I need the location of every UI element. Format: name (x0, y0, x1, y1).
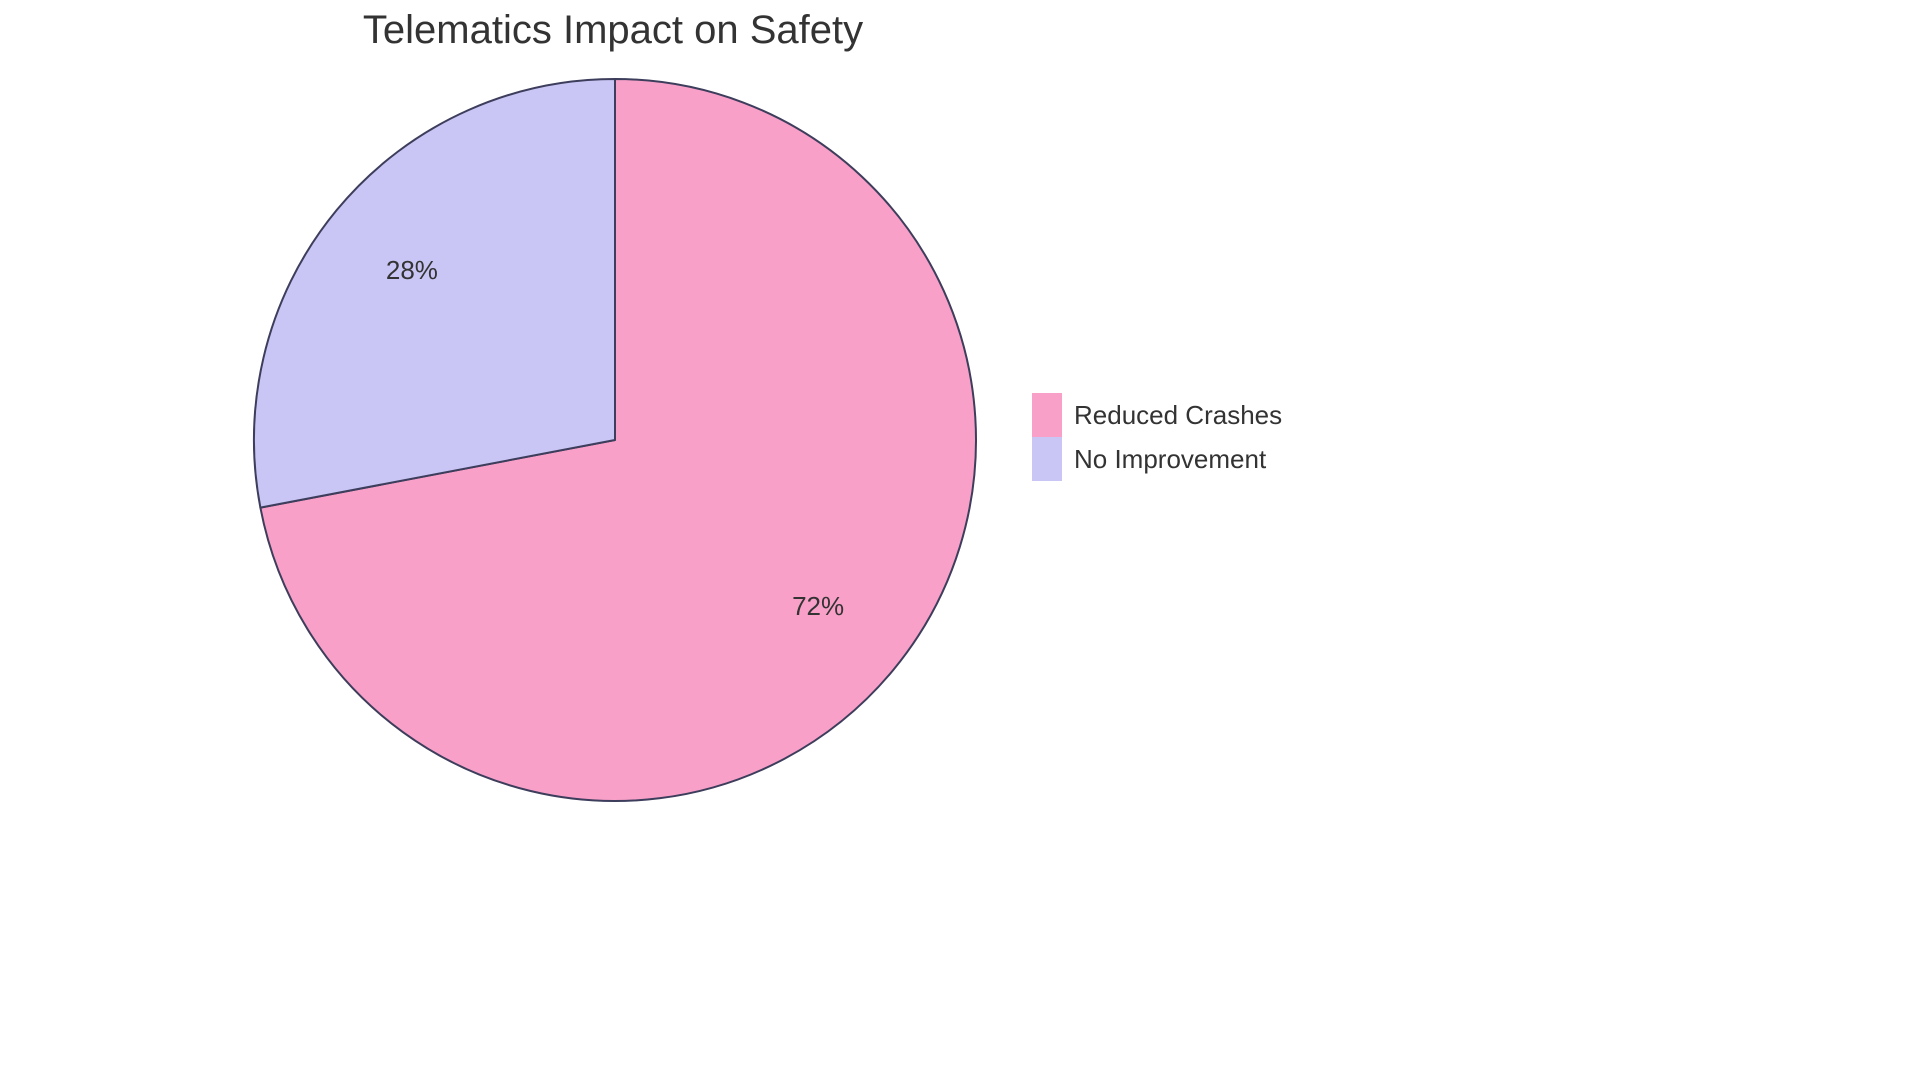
pie-slice-value-label-no-improvement: 28% (386, 255, 438, 285)
legend-label-reduced-crashes: Reduced Crashes (1074, 399, 1283, 430)
chart-title: Telematics Impact on Safety (362, 8, 864, 52)
legend-label-no-improvement: No Improvement (1074, 443, 1267, 474)
pie-slices: 72% 28% (253, 78, 977, 802)
pie-slice-value-label-reduced-crashes: 72% (792, 591, 844, 621)
legend-swatch-reduced-crashes (1032, 393, 1062, 437)
legend: Reduced Crashes No Improvement (1032, 393, 1282, 481)
legend-item-no-improvement[interactable]: No Improvement (1032, 437, 1282, 481)
legend-item-reduced-crashes[interactable]: Reduced Crashes (1032, 393, 1282, 437)
legend-swatch-no-improvement (1032, 437, 1062, 481)
pie-slice-reduced-crashes[interactable] (259, 78, 977, 802)
pie-slice-no-improvement[interactable] (253, 78, 616, 509)
